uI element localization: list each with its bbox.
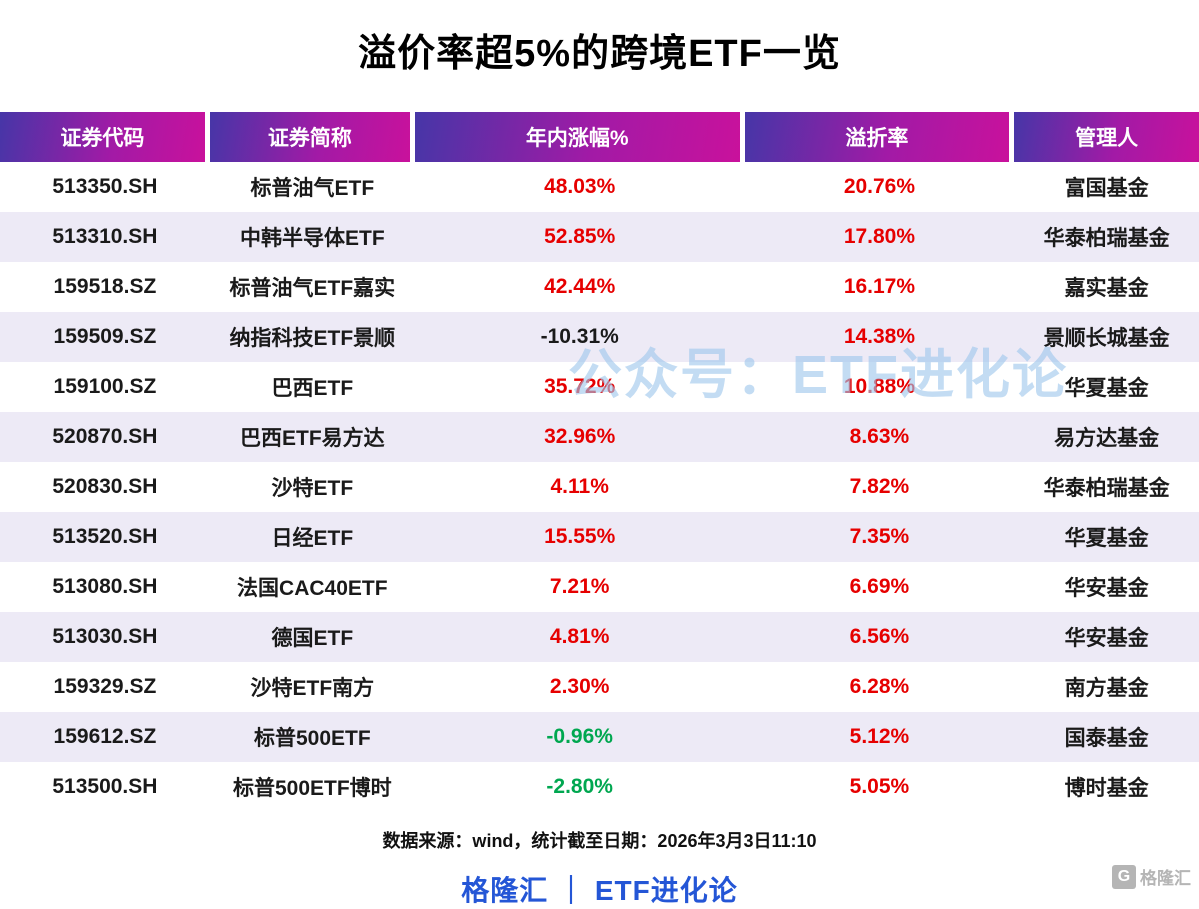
cell-security-code: 513520.SH — [52, 525, 158, 548]
cell-security-name: 标普油气ETF — [250, 177, 375, 200]
table-row: 159509.SZ 纳指科技ETF景顺 -10.31% 14.38% 景顺长城基金 — [0, 312, 1199, 362]
cell-fund-manager: 博时基金 — [1064, 777, 1149, 800]
cell-premium-rate: 6.56% — [849, 625, 910, 648]
cell-security-name: 标普500ETF — [253, 727, 371, 750]
cell-fund-manager: 华泰柏瑞基金 — [1043, 227, 1170, 250]
cell-fund-manager: 南方基金 — [1064, 677, 1149, 700]
cell-ytd-change: 4.81% — [549, 625, 610, 648]
cell-security-code: 513500.SH — [52, 775, 158, 798]
cell-security-name: 标普油气ETF嘉实 — [229, 277, 396, 300]
table-row: 159100.SZ 巴西ETF 35.72% 10.88% 华夏基金 — [0, 362, 1199, 412]
cell-premium-rate: 17.80% — [843, 225, 916, 248]
cell-security-code: 513080.SH — [52, 575, 158, 598]
cell-premium-rate: 5.05% — [849, 775, 910, 798]
table-row: 159518.SZ 标普油气ETF嘉实 42.44% 16.17% 嘉实基金 — [0, 262, 1199, 312]
cell-security-name: 中韩半导体ETF — [239, 227, 385, 250]
cell-premium-rate: 14.38% — [843, 325, 916, 348]
cell-security-code: 159612.SZ — [53, 725, 157, 748]
header-security-code: 证券代码 — [0, 112, 210, 162]
cell-fund-manager: 国泰基金 — [1064, 727, 1149, 750]
table-row: 513310.SH 中韩半导体ETF 52.85% 17.80% 华泰柏瑞基金 — [0, 212, 1199, 262]
cell-premium-rate: 7.35% — [849, 525, 910, 548]
cell-security-name: 巴西ETF — [271, 377, 354, 400]
cell-ytd-change: 42.44% — [544, 275, 616, 298]
cell-fund-manager: 华安基金 — [1064, 577, 1149, 600]
table-row: 159612.SZ 标普500ETF -0.96% 5.12% 国泰基金 — [0, 712, 1199, 762]
cell-premium-rate: 20.76% — [843, 175, 916, 198]
cell-premium-rate: 7.82% — [849, 475, 910, 498]
cell-ytd-change: -0.96% — [546, 725, 613, 748]
table-rows: 513350.SH 标普油气ETF 48.03% 20.76% 富国基金 513310.S… — [0, 162, 1199, 812]
cell-premium-rate: 6.69% — [849, 575, 910, 598]
cell-security-code: 513350.SH — [52, 175, 158, 198]
cell-premium-rate: 5.12% — [849, 725, 910, 748]
cell-ytd-change: 7.21% — [549, 575, 610, 598]
cell-premium-rate: 16.17% — [843, 275, 916, 298]
page-title: 溢价率超5%的跨境ETF一览 — [358, 33, 841, 75]
cell-ytd-change: 32.96% — [544, 425, 616, 448]
cell-premium-rate: 8.63% — [849, 425, 910, 448]
table-row: 513030.SH 德国ETF 4.81% 6.56% 华安基金 — [0, 612, 1199, 662]
table-row: 159329.SZ 沙特ETF南方 2.30% 6.28% 南方基金 — [0, 662, 1199, 712]
gelonghui-logo-text: 格隆汇 — [1140, 869, 1191, 888]
header-security-name: 证券简称 — [209, 112, 415, 162]
header-fund-manager: 管理人 — [1014, 112, 1199, 162]
cell-ytd-change: -2.80% — [546, 775, 613, 798]
gelonghui-logo-icon: G — [1112, 864, 1136, 889]
cell-security-code: 159100.SZ — [53, 375, 157, 398]
table-header-row: 证券代码 证券简称 年内涨幅% 溢折率 管理人 — [0, 112, 1199, 162]
cell-fund-manager: 嘉实基金 — [1064, 277, 1149, 300]
table-row: 513080.SH 法国CAC40ETF 7.21% 6.69% 华安基金 — [0, 562, 1199, 612]
cell-security-code: 159329.SZ — [53, 675, 157, 698]
cell-security-code: 159509.SZ — [53, 325, 157, 348]
table-row: 513500.SH 标普500ETF博时 -2.80% 5.05% 博时基金 — [0, 762, 1199, 812]
cell-ytd-change: -10.31% — [540, 325, 619, 348]
cell-security-name: 日经ETF — [271, 527, 354, 550]
data-source-note: 数据来源：wind，统计截至日期：2026年3月3日11:10 — [382, 831, 817, 851]
cell-ytd-change: 2.30% — [549, 675, 610, 698]
cell-premium-rate: 10.88% — [843, 375, 916, 398]
cell-ytd-change: 15.55% — [544, 525, 616, 548]
cell-security-name: 标普500ETF博时 — [232, 777, 392, 800]
table-row: 520830.SH 沙特ETF 4.11% 7.82% 华泰柏瑞基金 — [0, 462, 1199, 512]
cell-ytd-change: 35.72% — [544, 375, 616, 398]
table-row: 520870.SH 巴西ETF易方达 32.96% 8.63% 易方达基金 — [0, 412, 1199, 462]
cell-security-name: 巴西ETF易方达 — [239, 427, 385, 450]
cell-fund-manager: 华泰柏瑞基金 — [1043, 477, 1170, 500]
table-row: 513520.SH 日经ETF 15.55% 7.35% 华夏基金 — [0, 512, 1199, 562]
table-row: 513350.SH 标普油气ETF 48.03% 20.76% 富国基金 — [0, 162, 1199, 212]
cell-security-code: 513030.SH — [52, 625, 158, 648]
cell-fund-manager: 华安基金 — [1064, 627, 1149, 650]
cell-fund-manager: 富国基金 — [1064, 177, 1149, 200]
cell-security-name: 法国CAC40ETF — [237, 577, 388, 600]
etf-table: 证券代码 证券简称 年内涨幅% 溢折率 管理人 513350.SH 标普油气ETF… — [0, 112, 1199, 812]
cell-fund-manager: 华夏基金 — [1064, 377, 1149, 400]
cell-security-code: 520830.SH — [52, 475, 158, 498]
cell-security-code: 513310.SH — [52, 225, 158, 248]
cell-premium-rate: 6.28% — [849, 675, 910, 698]
cell-security-name: 德国ETF — [271, 627, 354, 650]
cell-fund-manager: 易方达基金 — [1054, 427, 1160, 450]
corner-logo: G 格隆汇 — [1112, 864, 1191, 889]
cell-ytd-change: 48.03% — [544, 175, 616, 198]
cell-ytd-change: 4.11% — [550, 475, 609, 498]
header-ytd-change: 年内涨幅% — [414, 112, 745, 162]
cell-security-code: 159518.SZ — [53, 275, 157, 298]
cell-fund-manager: 景顺长城基金 — [1043, 327, 1170, 350]
cell-ytd-change: 52.85% — [544, 225, 616, 248]
header-premium-rate: 溢折率 — [744, 112, 1015, 162]
brand-footer: 格隆汇 ｜ ETF进化论 — [461, 875, 738, 906]
cell-security-name: 沙特ETF — [271, 477, 354, 500]
cell-security-name: 纳指科技ETF景顺 — [229, 327, 396, 350]
cell-security-code: 520870.SH — [52, 425, 158, 448]
cell-fund-manager: 华夏基金 — [1064, 527, 1149, 550]
cell-security-name: 沙特ETF南方 — [250, 677, 375, 700]
